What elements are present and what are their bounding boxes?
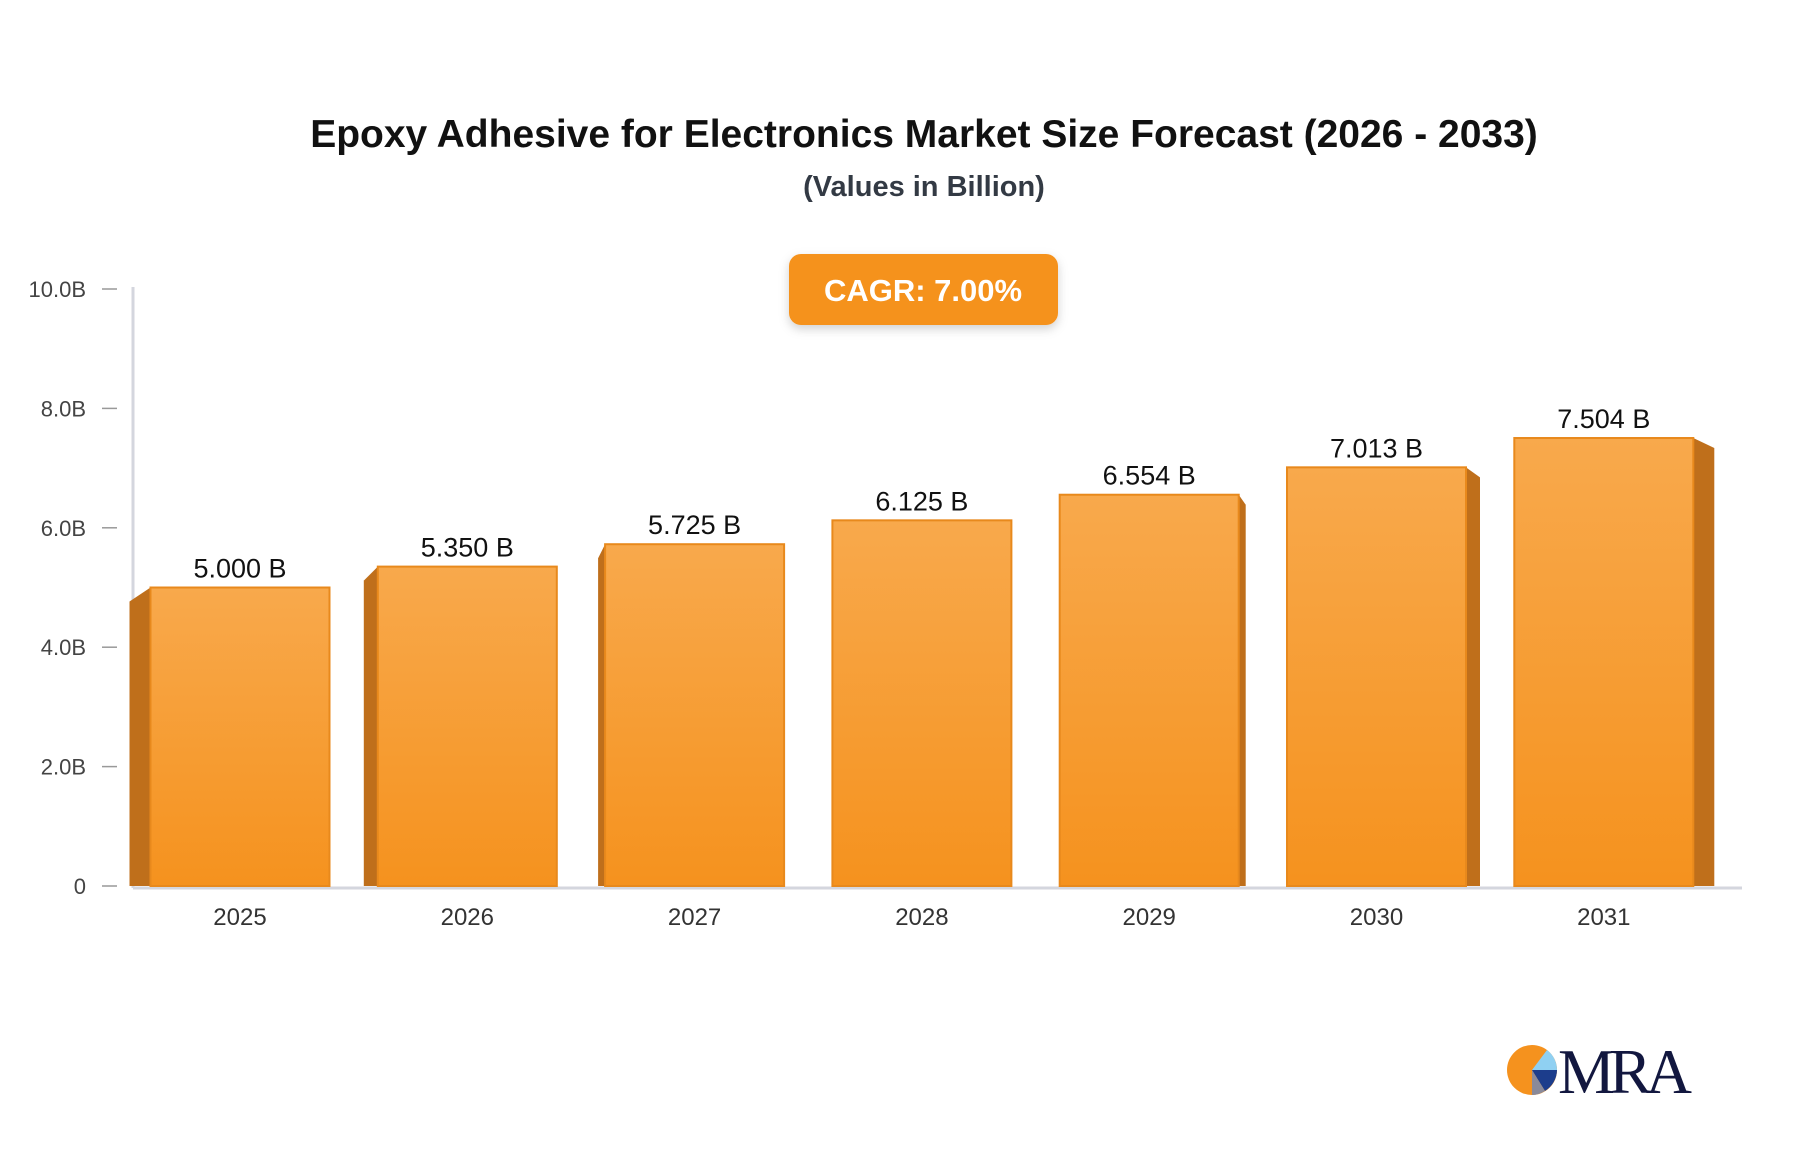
bar-front bbox=[1058, 493, 1240, 887]
x-tick-label: 2030 bbox=[1350, 904, 1403, 931]
cagr-badge: CAGR: 7.00% bbox=[789, 254, 1058, 325]
y-tick-label: 0 bbox=[74, 874, 86, 899]
y-tick-label: 10.0B bbox=[29, 277, 87, 302]
x-tick-label: 2027 bbox=[668, 904, 721, 931]
bar-2030: 7.013 B bbox=[1286, 433, 1480, 887]
bar-side bbox=[598, 544, 606, 886]
bar-front bbox=[1513, 437, 1695, 887]
bar-2031: 7.504 B bbox=[1513, 404, 1715, 887]
data-label: 7.504 B bbox=[1557, 404, 1650, 434]
data-label: 5.000 B bbox=[193, 554, 286, 584]
y-tick-label: 2.0B bbox=[41, 755, 86, 780]
bar-front bbox=[831, 519, 1013, 888]
data-label: 6.125 B bbox=[875, 486, 968, 516]
y-tick-label: 4.0B bbox=[41, 635, 86, 660]
bar-front bbox=[604, 543, 786, 888]
chart-subtitle: (Values in Billion) bbox=[803, 171, 1045, 203]
data-label: 5.725 B bbox=[648, 510, 741, 540]
data-label: 6.554 B bbox=[1103, 461, 1196, 491]
bar-2026: 5.350 B bbox=[363, 533, 558, 887]
bar-front bbox=[1286, 466, 1467, 887]
mra-logo: MRA bbox=[1507, 1036, 1692, 1107]
bar-2029: 6.554 B bbox=[1058, 461, 1246, 887]
bar-side bbox=[1466, 467, 1480, 886]
chart-title: Epoxy Adhesive for Electronics Market Si… bbox=[310, 113, 1538, 156]
bar-2028: 6.125 B bbox=[831, 486, 1013, 888]
x-tick-label: 2026 bbox=[441, 904, 494, 931]
data-label: 5.350 B bbox=[421, 533, 514, 563]
y-tick-label: 8.0B bbox=[41, 396, 86, 421]
bar-side bbox=[363, 566, 378, 886]
y-tick-label: 6.0B bbox=[41, 516, 86, 541]
x-tick-label: 2025 bbox=[213, 904, 266, 931]
bar-side bbox=[129, 587, 151, 886]
bar-side bbox=[1238, 494, 1246, 886]
data-label: 7.013 B bbox=[1330, 433, 1423, 463]
x-tick-label: 2029 bbox=[1123, 904, 1176, 931]
bar-front bbox=[149, 586, 331, 887]
bar-front bbox=[376, 565, 558, 887]
bar-side bbox=[1693, 438, 1715, 886]
cagr-badge-bg bbox=[789, 254, 1058, 325]
bar-2025: 5.000 B bbox=[129, 554, 331, 887]
logo-text: MRA bbox=[1558, 1036, 1692, 1107]
bar-2027: 5.725 B bbox=[598, 510, 786, 888]
cagr-text: CAGR: 7.00% bbox=[824, 273, 1022, 308]
x-tick-label: 2028 bbox=[895, 904, 948, 931]
x-tick-label: 2031 bbox=[1577, 904, 1630, 931]
